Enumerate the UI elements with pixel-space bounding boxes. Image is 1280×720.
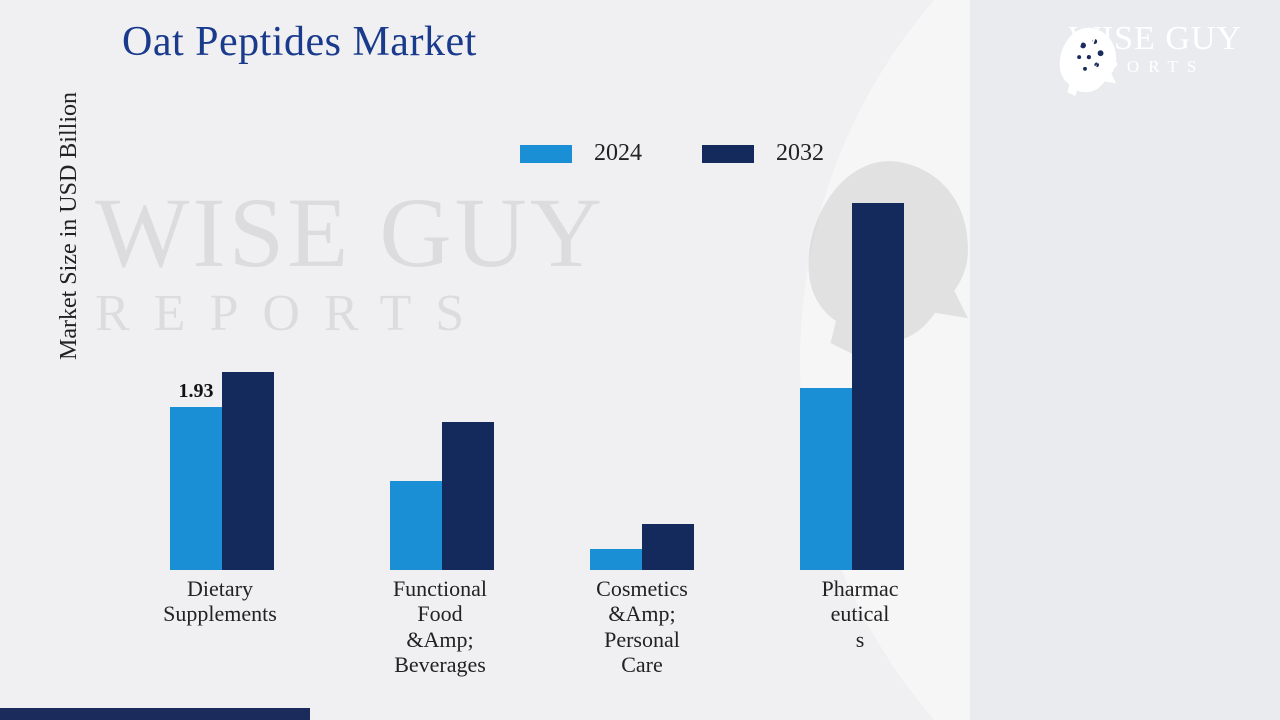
legend-label-2032: 2032 (776, 140, 824, 166)
brand-logo: WISE GUY REPORTS (1069, 22, 1242, 77)
bar-chart: 1.93 (100, 190, 950, 570)
legend-swatch-2024 (520, 145, 572, 163)
x-axis-label: FunctionalFood&Amp;Beverages (360, 576, 520, 677)
legend-swatch-2032 (702, 145, 754, 163)
x-axis-label: Pharmaceuticals (780, 576, 940, 652)
bar-2032 (852, 203, 904, 570)
x-axis-label: Cosmetics&Amp;PersonalCare (562, 576, 722, 677)
y-axis-label: Market Size in USD Billion (56, 92, 83, 360)
chart-title: Oat Peptides Market (122, 18, 477, 66)
legend-item-2024: 2024 (520, 140, 642, 167)
logo-line1: WISE GUY (1069, 22, 1242, 56)
x-axis-label: DietarySupplements (140, 576, 300, 627)
bar-2024 (170, 407, 222, 570)
legend-item-2032: 2032 (702, 140, 824, 167)
bar-2024 (390, 481, 442, 570)
legend-label-2024: 2024 (594, 140, 642, 166)
bar-2032 (222, 372, 274, 570)
bar-2032 (442, 422, 494, 570)
bar-value-label: 1.93 (179, 380, 214, 403)
chart-stage: Oat Peptides Market WISE GUY REPORTS WIS… (0, 0, 1280, 720)
footer-accent (0, 708, 310, 720)
logo-line2: REPORTS (1069, 58, 1242, 77)
legend: 2024 2032 (520, 140, 824, 167)
bar-2024 (590, 549, 642, 570)
bar-2024 (800, 388, 852, 570)
bar-2032 (642, 524, 694, 570)
